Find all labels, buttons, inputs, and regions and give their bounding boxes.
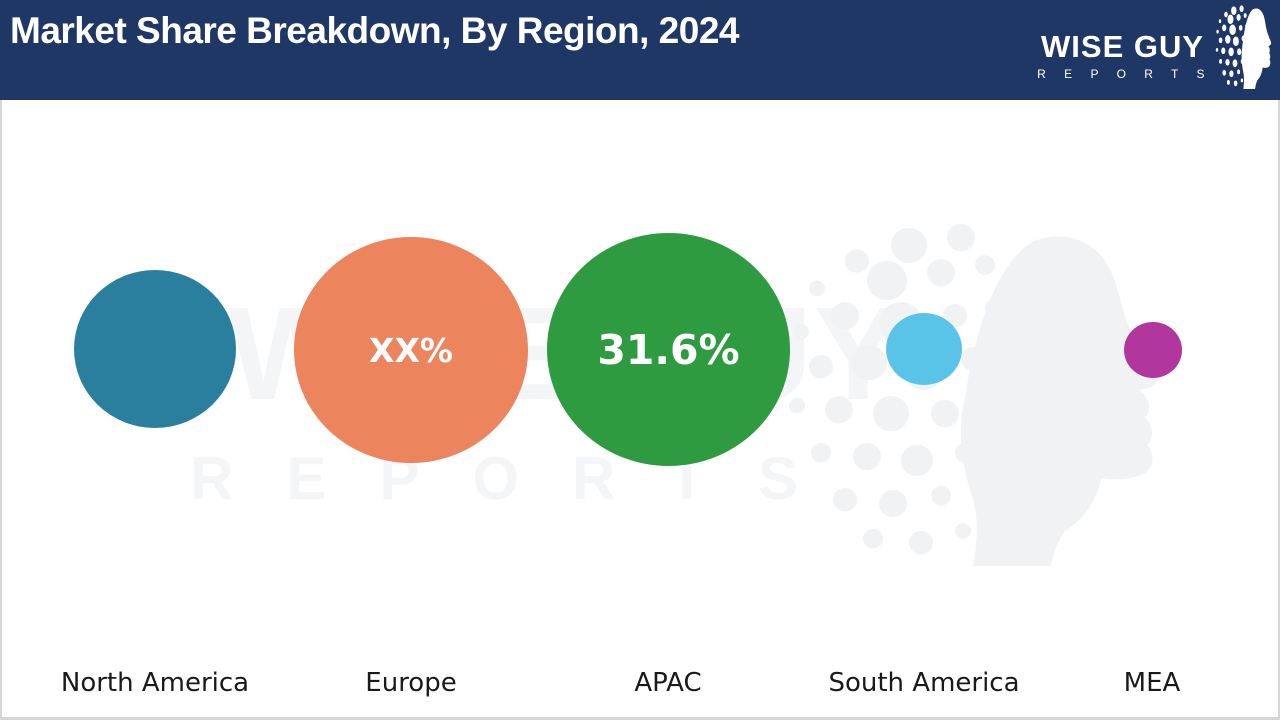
category-label-north-america: North America bbox=[60, 668, 250, 698]
brand-logo: WISE GUY R E P O R T S bbox=[1033, 0, 1280, 90]
bubble-europe: XX% bbox=[294, 237, 528, 463]
brand-wordmark: WISE GUY R E P O R T S bbox=[1033, 31, 1212, 81]
brand-subtitle: R E P O R T S bbox=[1037, 66, 1212, 81]
category-label-mea: MEA bbox=[1123, 668, 1181, 698]
bubble-value-label: 31.6% bbox=[597, 325, 740, 374]
bubble-north-america bbox=[74, 270, 236, 428]
watermark-subtext: REPORTS bbox=[190, 445, 852, 512]
page-title: Market Share Breakdown, By Region, 2024 bbox=[10, 10, 740, 51]
bubble-south-america bbox=[886, 313, 962, 385]
brand-head-icon bbox=[1215, 5, 1272, 90]
header-bar: Market Share Breakdown, By Region, 2024 … bbox=[0, 0, 1280, 100]
brand-name: WISE GUY bbox=[1041, 29, 1205, 65]
bubble-value-label: XX% bbox=[369, 330, 453, 370]
watermark-head-icon bbox=[789, 223, 1158, 567]
category-label-south-america: South America bbox=[828, 668, 1020, 698]
chart-area: WISE GUY REPORTS XX% 31.6% North America… bbox=[0, 100, 1280, 720]
category-label-europe: Europe bbox=[365, 668, 457, 698]
category-label-apac: APAC bbox=[634, 668, 702, 698]
bubble-apac: 31.6% bbox=[547, 233, 790, 466]
bubble-mea bbox=[1124, 322, 1182, 378]
